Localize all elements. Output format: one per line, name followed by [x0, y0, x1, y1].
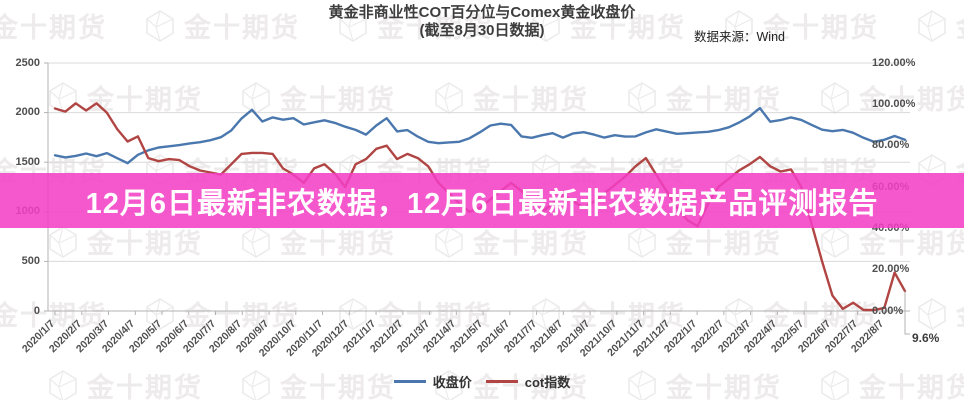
- watermark: 金十期货: [432, 78, 589, 117]
- legend: 收盘价 cot指数: [0, 372, 964, 391]
- watermark-text: 金十期货: [377, 13, 493, 43]
- hexagon-logo-icon: [435, 225, 463, 258]
- hexagon-logo-icon: [532, 9, 560, 42]
- watermark-text: 金十期货: [473, 229, 589, 259]
- watermark-text: 金十期货: [184, 13, 300, 43]
- watermark: 金十期货: [143, 294, 300, 333]
- watermark: 金十期货: [818, 366, 964, 400]
- watermark: 金十期货: [46, 366, 203, 400]
- hexagon-logo-icon: [628, 225, 656, 258]
- hexagon-logo-icon: [49, 225, 77, 258]
- hexagon-logo-icon: [242, 225, 270, 258]
- hexagon-logo-icon: [918, 297, 946, 330]
- watermark: 金十期货: [143, 6, 300, 45]
- watermark-text: 金十期货: [666, 229, 782, 259]
- watermark: 金十期货: [336, 6, 493, 45]
- watermark-text: 金十期货: [859, 229, 964, 259]
- cot-index-line-swatch: [485, 380, 518, 383]
- watermark: 金十期货: [625, 366, 782, 400]
- watermark-text: 金十期货: [280, 229, 396, 259]
- data-source-label: 数据来源：Wind: [694, 30, 785, 44]
- watermark-text: 金十期货: [87, 85, 203, 115]
- watermark: 金十期货: [239, 78, 396, 117]
- watermark-text: 金十期货: [666, 373, 782, 400]
- watermark-text: 金十期货: [956, 150, 964, 189]
- watermark-text: 金十期货: [570, 13, 686, 43]
- close-price-line-swatch: [393, 380, 426, 383]
- promo-banner: 12月6日最新非农数据，12月6日最新非农数据产品评测报告: [0, 173, 964, 228]
- watermark-text: 金十期货: [280, 85, 396, 115]
- legend-label-close-price: 收盘价: [432, 375, 472, 390]
- watermark-text: 金十期货: [87, 373, 203, 400]
- hexagon-logo-icon: [628, 369, 656, 400]
- chart-title: 黄金非商业性COT百分位与Comex黄金收盘价 (截至8月30日数据): [329, 4, 636, 40]
- watermark: 金十期货: [46, 222, 203, 261]
- hexagon-logo-icon: [242, 369, 270, 400]
- hexagon-logo-icon: [435, 369, 463, 400]
- watermark: 金十期货: [915, 6, 964, 45]
- watermark: 金十期货: [46, 78, 203, 117]
- legend-item-close-price: 收盘价: [393, 372, 472, 391]
- hexagon-logo-icon: [146, 297, 174, 330]
- watermark: 金十期货: [239, 366, 396, 400]
- chart-title-line2: (截至8月30日数据): [419, 22, 545, 39]
- watermark: 金十期货: [239, 222, 396, 261]
- watermark: 金十期货: [0, 6, 107, 45]
- hexagon-logo-icon: [725, 297, 753, 330]
- watermark: 金十期货: [336, 294, 493, 333]
- hexagon-logo-icon: [532, 297, 560, 330]
- watermark-text: 金十期货: [956, 294, 964, 333]
- watermark-text: 金十期货: [0, 301, 107, 331]
- watermark: 金十期货: [0, 294, 107, 333]
- watermark: 金十期货: [722, 6, 879, 45]
- watermark: 金十期货: [432, 222, 589, 261]
- watermark-text: 金十期货: [473, 373, 589, 400]
- watermark: 金十期货: [818, 222, 964, 261]
- legend-label-cot-index: cot指数: [524, 375, 571, 390]
- series-line-close-price: [53, 106, 907, 165]
- watermark-text: 金十期货: [956, 6, 964, 45]
- watermark-text: 金十期货: [473, 85, 589, 115]
- watermark-text: 金十期货: [859, 85, 964, 115]
- watermark-text: 金十期货: [184, 301, 300, 331]
- watermark: 金十期货: [432, 366, 589, 400]
- watermark-text: 金十期货: [87, 229, 203, 259]
- watermark: 金十期货: [915, 294, 964, 333]
- watermark-text: 金十期货: [377, 301, 493, 331]
- watermark-text: 金十期货: [0, 13, 107, 43]
- hexagon-logo-icon: [918, 9, 946, 42]
- watermark-text: 金十期货: [570, 301, 686, 331]
- last-value-callout: 9.6%: [912, 331, 940, 345]
- callout-leader-line: [904, 291, 910, 335]
- hexagon-logo-icon: [821, 225, 849, 258]
- watermark-text: 金十期货: [280, 373, 396, 400]
- promo-banner-text: 12月6日最新非农数据，12月6日最新非农数据产品评测报告: [85, 187, 879, 220]
- hexagon-logo-icon: [339, 9, 367, 42]
- watermark: 金十期货: [818, 78, 964, 117]
- watermark: 金十期货: [529, 294, 686, 333]
- legend-item-cot-index: cot指数: [485, 372, 571, 391]
- hexagon-logo-icon: [146, 9, 174, 42]
- hexagon-logo-icon: [49, 369, 77, 400]
- hexagon-logo-icon: [821, 369, 849, 400]
- chart-title-line1: 黄金非商业性COT百分位与Comex黄金收盘价: [328, 4, 636, 21]
- watermark: 金十期货: [529, 6, 686, 45]
- watermark: 金十期货: [625, 222, 782, 261]
- watermark-text: 金十期货: [763, 13, 879, 43]
- hexagon-logo-icon: [725, 9, 753, 42]
- watermark-text: 金十期货: [859, 373, 964, 400]
